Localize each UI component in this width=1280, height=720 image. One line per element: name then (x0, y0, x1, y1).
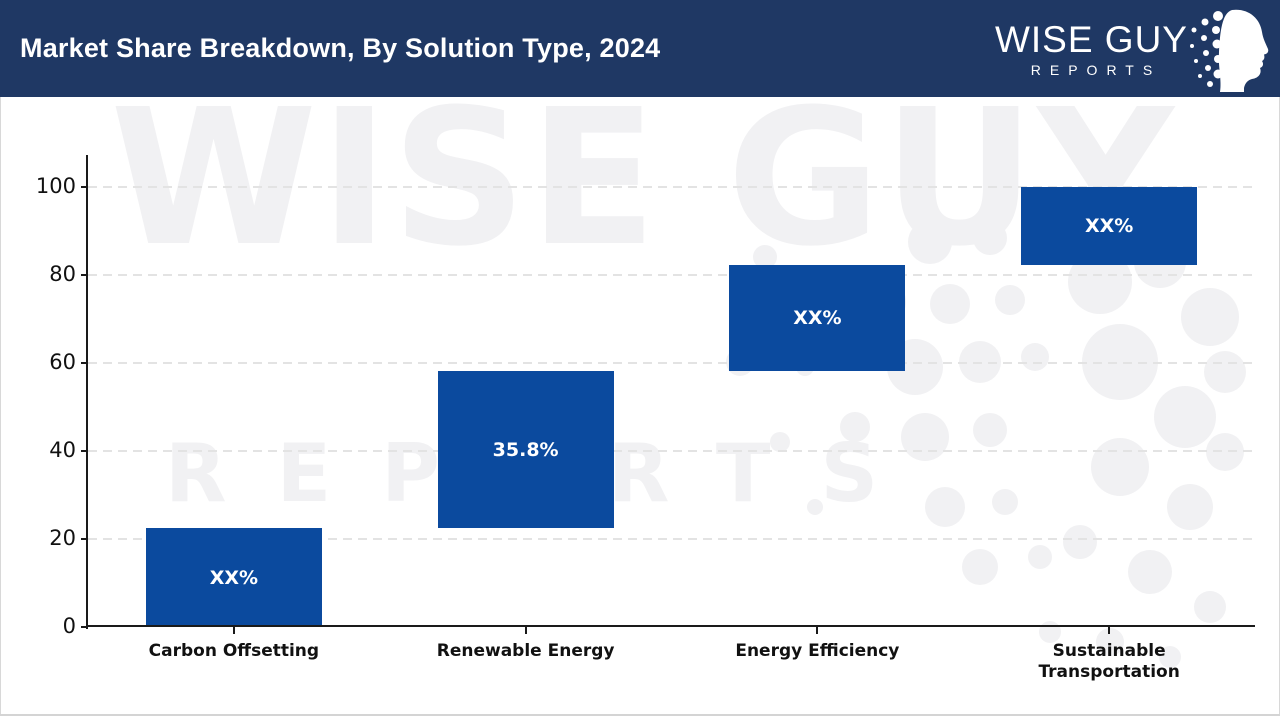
brand-logo: WISE GUY REPORTS (995, 6, 1270, 92)
y-tick-20 (81, 538, 88, 540)
bar-value-label-2: 35.8% (492, 438, 559, 461)
bar-2 (437, 370, 614, 529)
y-tick-100 (81, 186, 88, 188)
x-tick-3 (816, 627, 819, 634)
bar-4 (1021, 187, 1198, 265)
header: Market Share Breakdown, By Solution Type… (0, 0, 1280, 97)
y-tick-label-60: 60 (49, 350, 76, 374)
brand-logo-text: WISE GUY REPORTS (994, 18, 1188, 78)
category-label-2: Renewable Energy (436, 641, 615, 661)
y-tick-label-20: 20 (49, 526, 76, 550)
page-title: Market Share Breakdown, By Solution Type… (20, 33, 661, 63)
page-border-left (0, 97, 1, 715)
y-tick-40 (81, 450, 88, 452)
x-tick-2 (524, 627, 527, 634)
brand-face-icon (1190, 9, 1269, 92)
gridline-60 (88, 362, 1253, 364)
category-label-4: Sustainable Transportation (1038, 641, 1180, 682)
bar-value-label-1: XX% (209, 566, 259, 589)
gridline-20 (88, 538, 1253, 540)
y-tick-60 (81, 362, 88, 364)
category-label-3: Energy Efficiency (735, 641, 900, 661)
gridline-80 (88, 274, 1253, 276)
y-tick-label-40: 40 (49, 438, 76, 462)
x-tick-4 (1108, 627, 1111, 634)
watermark-wordmark: WISE GUY (110, 97, 1176, 288)
bar-1 (145, 528, 322, 627)
category-label-1: Carbon Offsetting (148, 641, 320, 661)
y-axis-line (86, 155, 88, 629)
y-tick-label-80: 80 (49, 262, 76, 286)
brand-name: WISE GUY (994, 18, 1188, 60)
bar-3 (729, 264, 906, 371)
page-border-bottom (0, 714, 1280, 716)
x-axis-line (86, 625, 1255, 627)
gridline-40 (88, 450, 1253, 452)
bar-value-label-3: XX% (793, 306, 842, 329)
y-tick-label-100: 100 (35, 174, 76, 198)
x-tick-1 (232, 627, 235, 634)
y-tick-0 (81, 626, 88, 628)
y-tick-label-0: 0 (62, 614, 76, 638)
gridline-100 (88, 186, 1253, 188)
bar-value-label-4: XX% (1084, 214, 1134, 237)
brand-subtitle: REPORTS (1030, 61, 1162, 78)
y-tick-80 (81, 274, 88, 276)
